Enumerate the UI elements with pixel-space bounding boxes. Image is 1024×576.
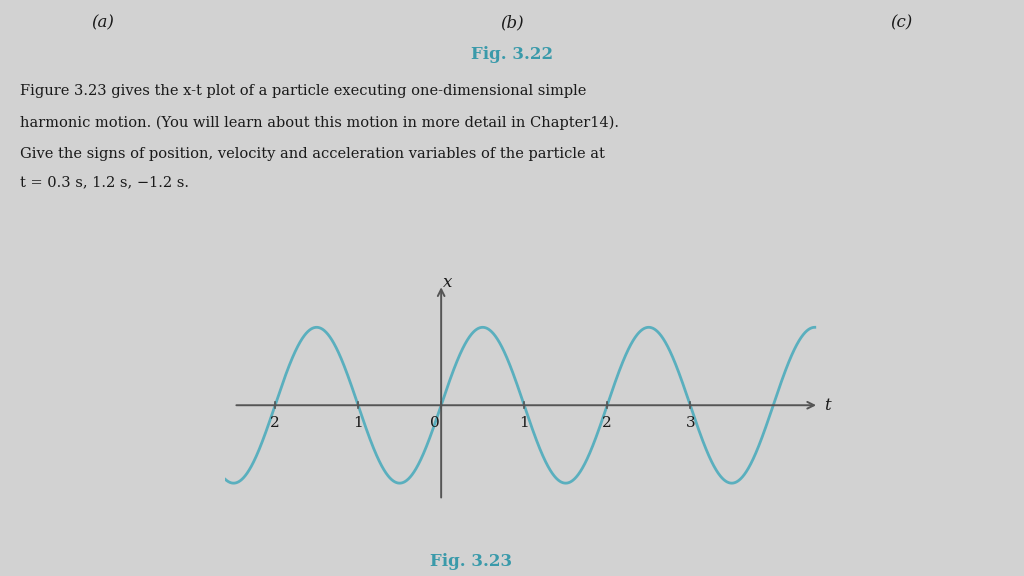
Text: Figure 3.23 gives the x-t plot of a particle executing one-dimensional simple: Figure 3.23 gives the x-t plot of a part… <box>20 84 587 97</box>
Text: 2: 2 <box>270 416 280 430</box>
Text: t: t <box>824 397 830 414</box>
Text: 2: 2 <box>602 416 612 430</box>
Text: Fig. 3.23: Fig. 3.23 <box>430 553 512 570</box>
Text: (c): (c) <box>890 14 912 32</box>
Text: harmonic motion. (You will learn about this motion in more detail in Chapter14).: harmonic motion. (You will learn about t… <box>20 115 620 130</box>
Text: t = 0.3 s, 1.2 s, −1.2 s.: t = 0.3 s, 1.2 s, −1.2 s. <box>20 176 189 190</box>
Text: 1: 1 <box>519 416 529 430</box>
Text: 3: 3 <box>685 416 695 430</box>
Text: x: x <box>443 274 453 291</box>
Text: (a): (a) <box>91 14 114 32</box>
Text: Fig. 3.22: Fig. 3.22 <box>471 46 553 63</box>
Text: 0: 0 <box>430 416 439 430</box>
Text: Give the signs of position, velocity and acceleration variables of the particle : Give the signs of position, velocity and… <box>20 147 605 161</box>
Text: 1: 1 <box>353 416 362 430</box>
Text: (b): (b) <box>500 14 524 32</box>
